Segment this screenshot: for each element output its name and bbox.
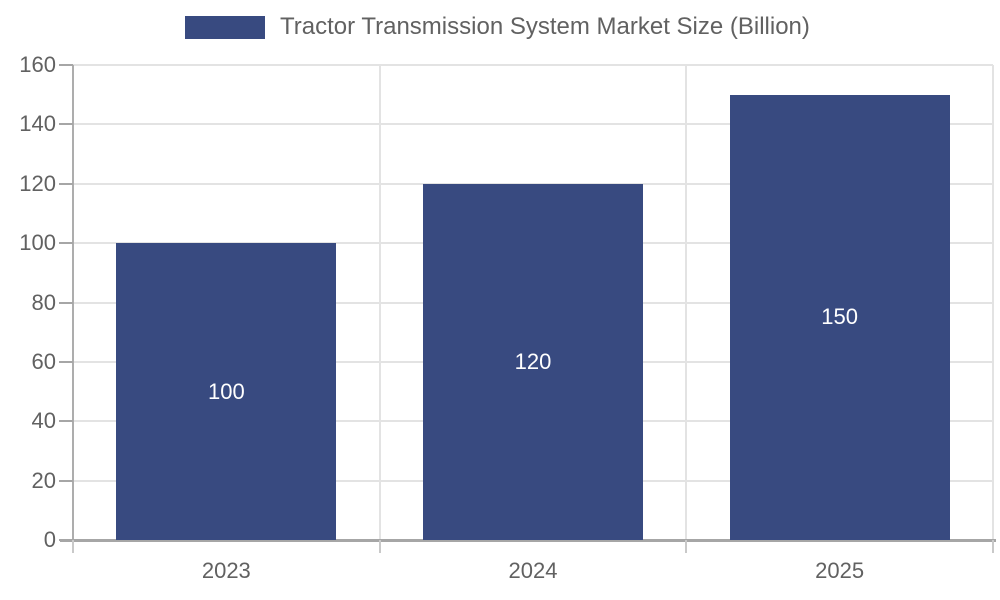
y-axis-tick-label: 160	[19, 52, 56, 77]
legend-swatch	[185, 15, 265, 39]
y-axis-tick-label: 60	[31, 348, 56, 374]
x-tick-mark	[992, 540, 994, 553]
x-axis-tick-label: 2025	[815, 558, 865, 583]
y-tick-mark	[59, 301, 73, 304]
y-axis-tick-label: 80	[31, 289, 56, 315]
bar[interactable]	[423, 183, 643, 540]
y-axis-tick-label: 0	[43, 527, 56, 552]
y-tick-mark	[59, 123, 73, 126]
h-gridline	[73, 123, 993, 126]
x-axis-tick-label: 2023	[201, 558, 251, 583]
y-axis-tick-label: 120	[19, 170, 56, 196]
y-axis-tick-label: 40	[31, 408, 56, 434]
y-tick-mark	[59, 182, 73, 185]
x-tick-mark	[685, 540, 688, 553]
y-tick-mark	[59, 479, 73, 482]
y-tick-mark	[59, 420, 73, 423]
y-axis-tick-label: 20	[31, 467, 56, 493]
y-tick-mark	[59, 242, 73, 245]
bar[interactable]	[116, 243, 337, 540]
x-tick-mark	[72, 540, 74, 553]
y-tick-mark	[59, 360, 73, 363]
h-gridline	[73, 64, 993, 66]
bar-value-label: 150	[821, 304, 859, 330]
y-axis-tick-label: 140	[19, 111, 56, 137]
y-tick-mark	[59, 64, 73, 66]
v-gridline	[378, 65, 381, 540]
x-tick-mark	[378, 540, 381, 553]
y-axis-tick-label: 100	[19, 230, 56, 256]
x-axis-tick-label: 2024	[508, 558, 558, 583]
legend-label: Tractor Transmission System Market Size …	[280, 13, 810, 40]
bar-value-label: 100	[207, 378, 245, 404]
v-gridline	[685, 65, 688, 540]
y-tick-mark	[59, 539, 73, 541]
chart-legend[interactable]: Tractor Transmission System Market Size …	[185, 13, 810, 41]
v-gridline	[992, 65, 994, 540]
y-axis-line	[72, 65, 74, 553]
x-axis-line	[60, 539, 996, 542]
bar-value-label: 120	[514, 348, 552, 374]
bar[interactable]	[729, 94, 950, 540]
